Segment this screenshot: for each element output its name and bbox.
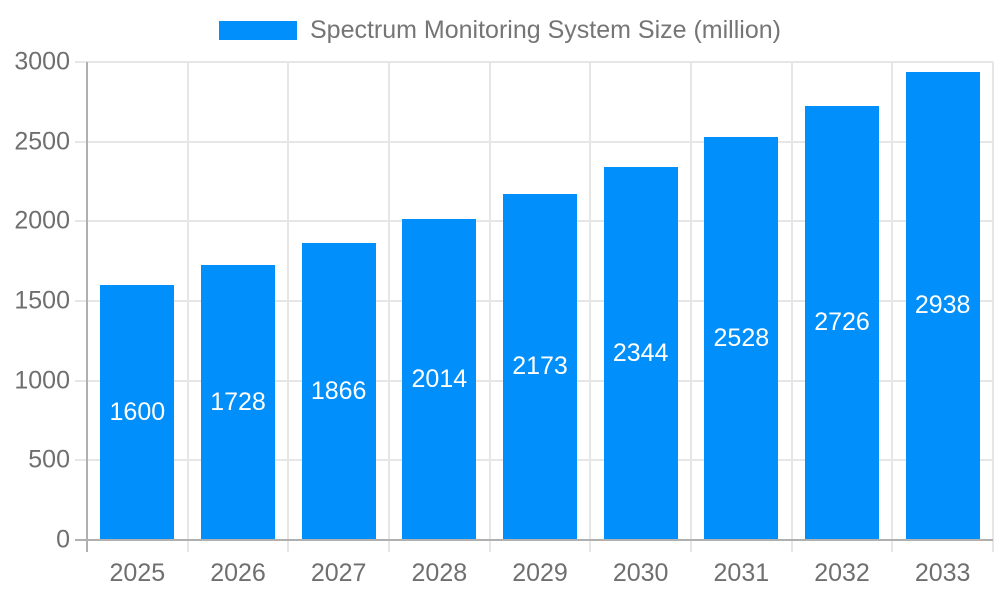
- gridline-vertical: [388, 62, 390, 552]
- x-axis-tick-label: 2032: [814, 559, 870, 587]
- y-axis-tick-label: 1000: [14, 366, 70, 395]
- bar-value-label: 2726: [814, 308, 870, 337]
- bar-2030[interactable]: 2344: [603, 166, 678, 540]
- gridline-vertical: [488, 62, 491, 552]
- y-axis-tick-label: 2000: [14, 206, 70, 235]
- bar-value-label: 1728: [210, 387, 266, 416]
- y-axis-tick-label: 1500: [14, 286, 70, 315]
- bar-2031[interactable]: 2528: [704, 137, 779, 540]
- bar-value-label: 2014: [411, 365, 468, 394]
- x-axis-line: [75, 539, 993, 541]
- bar-value-label: 1600: [109, 398, 166, 427]
- bar-2025[interactable]: 1600: [100, 285, 175, 540]
- y-axis-tick-label: 500: [28, 445, 70, 474]
- bar-2032[interactable]: 2726: [805, 105, 879, 540]
- bar-value-label: 2938: [914, 291, 971, 320]
- y-axis-tick-label: 2500: [14, 127, 70, 156]
- bar-value-label: 1866: [310, 376, 367, 405]
- y-axis-line: [86, 62, 88, 552]
- y-axis-tick-label: 3000: [14, 47, 70, 76]
- gridline-vertical: [186, 62, 189, 552]
- x-axis-tick-label: 2025: [109, 559, 166, 587]
- x-axis-tick-label: 2029: [512, 559, 568, 587]
- legend-label: Spectrum Monitoring System Size (million…: [310, 15, 781, 44]
- bar-value-label: 2344: [612, 338, 669, 367]
- bar-2028[interactable]: 2014: [402, 219, 477, 540]
- x-axis-tick-label: 2028: [411, 559, 468, 587]
- gridline-horizontal: [75, 140, 993, 143]
- x-axis-tick-label: 2026: [210, 559, 266, 587]
- y-axis-tick-label: 0: [56, 525, 70, 554]
- bar-value-label: 2173: [512, 352, 568, 381]
- gridline-vertical: [287, 62, 290, 552]
- bar-2027[interactable]: 1866: [301, 242, 376, 540]
- gridline-horizontal: [75, 61, 993, 63]
- bar-2029[interactable]: 2173: [503, 193, 577, 540]
- legend-item[interactable]: Spectrum Monitoring System Size (million…: [0, 14, 1000, 46]
- bar-2033[interactable]: 2938: [905, 71, 980, 540]
- gridline-vertical: [891, 62, 894, 552]
- gridline-vertical: [589, 62, 592, 552]
- bar-value-label: 2528: [713, 324, 770, 353]
- gridline-vertical: [690, 62, 692, 552]
- x-axis-tick-label: 2033: [914, 559, 971, 587]
- legend-swatch-icon: [219, 20, 297, 40]
- gridline-vertical: [790, 62, 793, 552]
- x-axis-tick-label: 2031: [713, 559, 770, 587]
- bar-2026[interactable]: 1728: [201, 264, 275, 540]
- x-axis-tick-label: 2030: [612, 559, 669, 587]
- gridline-vertical: [992, 62, 994, 552]
- x-axis-tick-label: 2027: [310, 559, 367, 587]
